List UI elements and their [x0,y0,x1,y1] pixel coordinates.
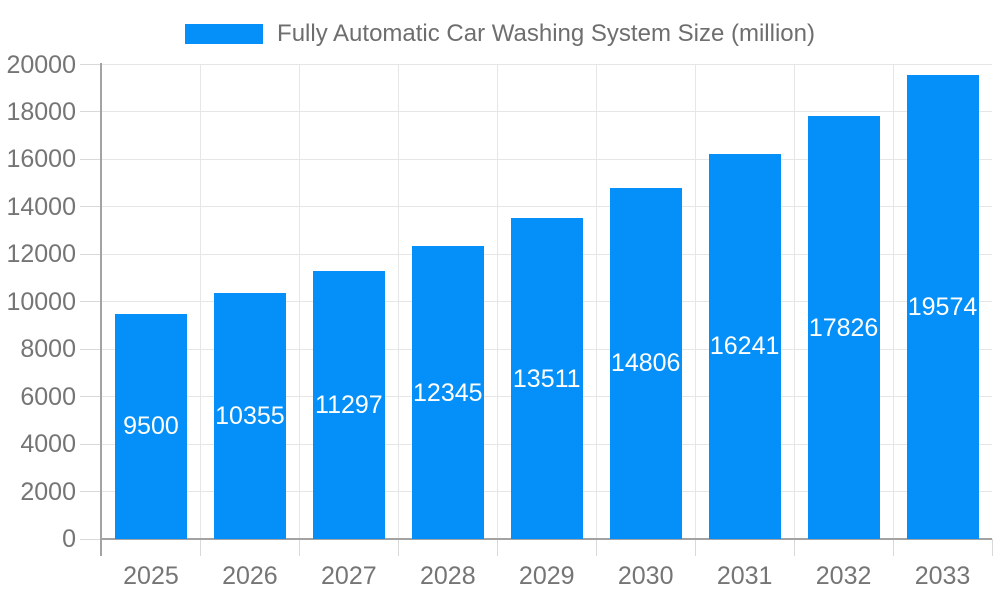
x-gridline [397,64,399,539]
y-tick [80,491,102,493]
x-tick-label: 2026 [222,562,278,590]
x-tick [991,539,993,556]
x-tick [397,539,399,556]
bar-value-label: 11297 [315,390,383,419]
bar-value-label: 13511 [512,364,581,393]
y-tick [80,538,102,540]
x-tick-label: 2033 [914,562,971,590]
y-tick [80,206,102,208]
x-tick [892,539,894,556]
x-tick-label: 2032 [815,562,872,590]
y-tick-label: 10000 [6,287,76,316]
y-tick [80,111,102,113]
bar [213,293,286,539]
bar [510,218,583,539]
y-axis-line [100,63,102,556]
x-tick-label: 2028 [419,562,476,590]
y-tick [80,253,102,255]
bar [411,246,484,539]
x-tick-label: 2025 [123,562,179,590]
bar-value-label: 16241 [709,332,780,361]
y-tick-label: 16000 [6,145,76,174]
y-tick-label: 0 [62,525,76,553]
y-tick-label: 18000 [6,97,76,126]
bar [609,187,682,539]
x-tick [496,539,498,556]
bar-value-label: 10355 [215,402,285,431]
x-gridline [199,64,201,539]
y-tick [80,64,102,65]
y-gridline [101,111,992,113]
x-gridline [793,64,795,539]
bar-value-label: 12345 [413,378,483,407]
x-gridline [892,64,894,539]
y-tick-label: 8000 [20,335,76,364]
y-gridline [101,64,992,65]
bar [906,74,979,539]
y-tick-label: 12000 [6,240,76,269]
bar [312,270,385,539]
x-tick [595,539,597,556]
bar-value-label: 14806 [610,349,681,378]
y-tick-label: 20000 [6,50,76,79]
legend: Fully Automatic Car Washing System Size … [0,20,1000,47]
legend-label: Fully Automatic Car Washing System Size … [277,20,815,47]
x-tick [298,539,300,556]
x-gridline [496,64,498,539]
y-tick [80,301,102,303]
x-tick [694,539,696,556]
x-gridline [298,64,300,539]
x-tick-label: 2027 [321,562,377,590]
y-tick [80,443,102,445]
y-tick [80,158,102,160]
y-tick [80,348,102,350]
bar-value-label: 19574 [907,292,978,321]
x-tick-label: 2030 [617,562,674,590]
y-tick-label: 14000 [6,192,76,221]
x-tick-label: 2031 [716,562,773,590]
bar [807,116,880,539]
bar-value-label: 9500 [123,412,179,441]
x-gridline [694,64,696,539]
y-tick [80,396,102,398]
y-gridline [101,158,992,160]
x-tick [199,539,201,556]
bar-value-label: 17826 [808,313,879,342]
x-tick-label: 2029 [518,562,575,590]
bar [114,313,187,539]
x-gridline [595,64,597,539]
y-gridline [101,206,992,208]
bar [708,153,781,539]
y-tick-label: 2000 [20,477,76,506]
x-tick [793,539,795,556]
x-axis-line [100,538,992,540]
y-tick-label: 4000 [20,430,76,459]
legend-swatch [185,24,264,44]
y-tick-label: 6000 [20,382,76,411]
